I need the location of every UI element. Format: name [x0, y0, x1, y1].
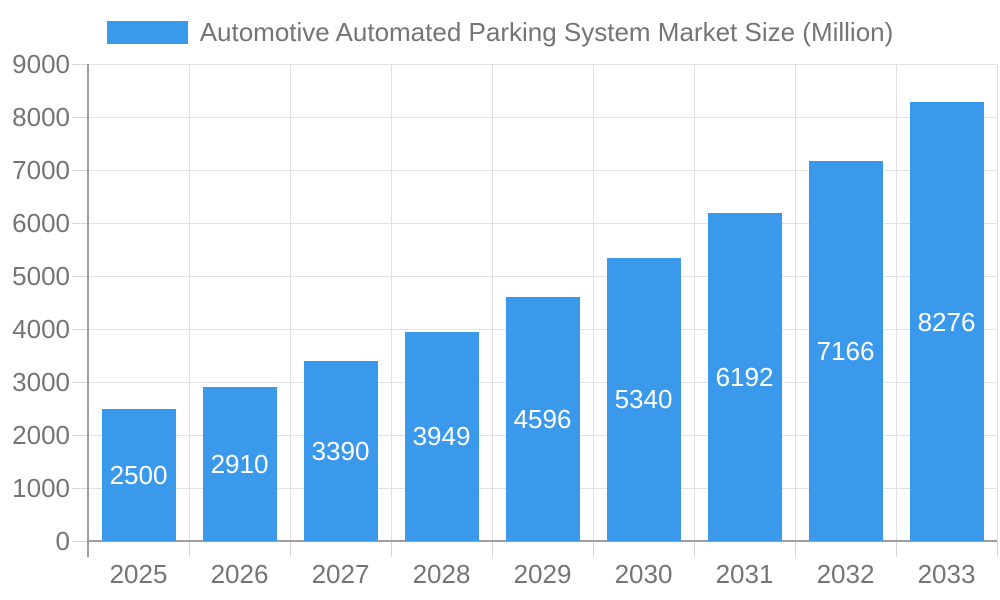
x-tick-label: 2027	[311, 559, 370, 589]
x-tick-label: 2031	[715, 559, 774, 589]
y-axis-tick	[72, 170, 88, 171]
x-tick-label: 2032	[816, 559, 875, 589]
x-tick-label: 2028	[412, 559, 471, 589]
y-axis-tick	[72, 223, 88, 224]
x-axis-tick	[896, 541, 897, 557]
x-axis-tick	[290, 541, 291, 557]
y-grid-line	[88, 117, 997, 118]
x-axis-tick	[593, 541, 594, 557]
bar-value-label: 8276	[917, 306, 976, 337]
x-grid-line	[290, 64, 291, 541]
bar-value-label: 3390	[311, 436, 370, 467]
bar[interactable]: 4596	[505, 297, 580, 541]
y-axis-tick	[72, 382, 88, 383]
x-grid-line	[896, 64, 897, 541]
chart-title: Automotive Automated Parking System Mark…	[199, 17, 894, 47]
y-tick-label: 5000	[12, 261, 70, 291]
x-axis-tick	[795, 541, 796, 557]
y-grid-line	[88, 276, 997, 277]
y-axis-tick	[72, 488, 88, 489]
bar[interactable]: 6192	[707, 212, 782, 541]
bar-value-label: 4596	[513, 404, 572, 435]
y-axis-tick	[72, 435, 88, 436]
bar[interactable]: 3949	[404, 331, 479, 541]
bar-value-label: 2910	[210, 448, 269, 479]
y-axis-tick	[72, 541, 88, 542]
x-tick-label: 2026	[210, 559, 269, 589]
x-axis-tick	[997, 541, 998, 557]
bar-value-label: 3949	[412, 421, 471, 452]
y-tick-label: 1000	[12, 473, 70, 503]
x-grid-line	[492, 64, 493, 541]
x-grid-line	[795, 64, 796, 541]
x-grid-line	[593, 64, 594, 541]
bar[interactable]: 2500	[101, 408, 176, 541]
y-grid-line	[88, 170, 997, 171]
x-axis-tick	[189, 541, 190, 557]
x-grid-line	[997, 64, 998, 541]
legend[interactable]: Automotive Automated Parking System Mark…	[0, 17, 1000, 47]
x-tick-label: 2033	[917, 559, 976, 589]
bar[interactable]: 2910	[202, 386, 277, 541]
bar[interactable]: 3390	[303, 361, 378, 541]
y-axis-tick	[72, 64, 88, 65]
bar-value-label: 7166	[816, 336, 875, 367]
y-tick-label: 3000	[12, 367, 70, 397]
y-axis-line	[87, 64, 89, 557]
y-tick-label: 8000	[12, 102, 70, 132]
y-axis-tick	[72, 329, 88, 330]
x-axis-line	[87, 540, 997, 542]
x-tick-label: 2025	[109, 559, 168, 589]
bar[interactable]: 7166	[808, 161, 883, 541]
y-axis-tick	[72, 276, 88, 277]
y-axis-tick	[72, 117, 88, 118]
y-grid-line	[88, 223, 997, 224]
x-axis-tick	[694, 541, 695, 557]
x-axis-tick	[391, 541, 392, 557]
x-axis-tick	[492, 541, 493, 557]
x-grid-line	[189, 64, 190, 541]
bar[interactable]: 5340	[606, 257, 681, 541]
bar[interactable]: 8276	[909, 102, 984, 541]
x-grid-line	[694, 64, 695, 541]
y-tick-label: 0	[55, 526, 70, 556]
y-grid-line	[88, 64, 997, 65]
y-tick-label: 7000	[12, 155, 70, 185]
legend-swatch[interactable]	[106, 20, 188, 44]
y-tick-label: 4000	[12, 314, 70, 344]
y-tick-label: 6000	[12, 208, 70, 238]
y-tick-label: 2000	[12, 420, 70, 450]
x-grid-line	[391, 64, 392, 541]
y-tick-label: 9000	[12, 49, 70, 79]
x-tick-label: 2030	[614, 559, 673, 589]
x-tick-label: 2029	[513, 559, 572, 589]
bar-value-label: 2500	[109, 459, 168, 490]
bar-value-label: 6192	[715, 361, 774, 392]
bar-value-label: 5340	[614, 384, 673, 415]
